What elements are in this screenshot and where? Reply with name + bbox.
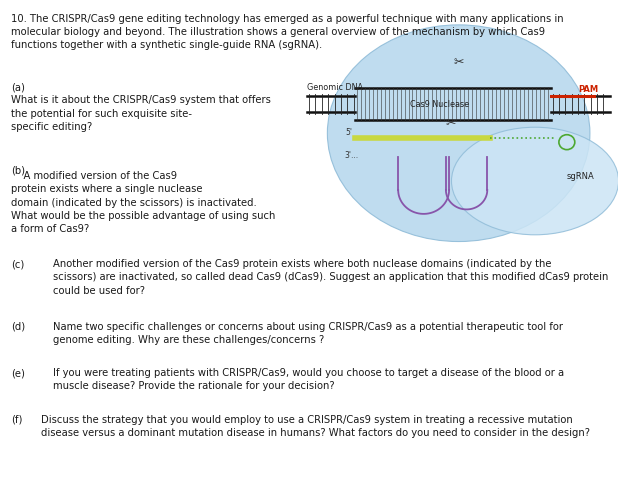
Text: A modified version of the Cas9
protein exists where a single nuclease
domain (in: A modified version of the Cas9 protein e… (11, 171, 276, 233)
Text: Genomic DNA: Genomic DNA (306, 83, 363, 92)
Text: What is it about the CRISPR/Cas9 system that offers
the potential for such exqui: What is it about the CRISPR/Cas9 system … (11, 95, 271, 131)
Text: ✂: ✂ (454, 56, 464, 69)
Text: 5': 5' (345, 128, 352, 137)
Text: PAM: PAM (578, 85, 598, 94)
Text: (c): (c) (11, 259, 24, 268)
Text: (e): (e) (11, 367, 25, 377)
Text: Name two specific challenges or concerns about using CRISPR/Cas9 as a potential : Name two specific challenges or concerns… (53, 321, 563, 344)
Text: ✂: ✂ (446, 117, 456, 130)
Ellipse shape (328, 26, 590, 242)
Text: (a): (a) (11, 82, 25, 92)
Text: Another modified version of the Cas9 protein exists where both nuclease domains : Another modified version of the Cas9 pro… (53, 259, 608, 295)
Text: (d): (d) (11, 321, 26, 331)
Text: 3'...: 3'... (344, 150, 358, 159)
Text: sgRNA: sgRNA (566, 171, 594, 180)
Ellipse shape (452, 128, 618, 235)
Text: (f): (f) (11, 414, 22, 424)
Text: (b): (b) (11, 165, 25, 175)
Text: 10. The CRISPR/Cas9 gene editing technology has emerged as a powerful technique : 10. The CRISPR/Cas9 gene editing technol… (11, 14, 564, 50)
Text: Cas9 Nuclease: Cas9 Nuclease (410, 100, 469, 109)
Text: Discuss the strategy that you would employ to use a CRISPR/Cas9 system in treati: Discuss the strategy that you would empl… (41, 414, 590, 437)
Text: If you were treating patients with CRISPR/Cas9, would you choose to target a dis: If you were treating patients with CRISP… (53, 367, 564, 390)
